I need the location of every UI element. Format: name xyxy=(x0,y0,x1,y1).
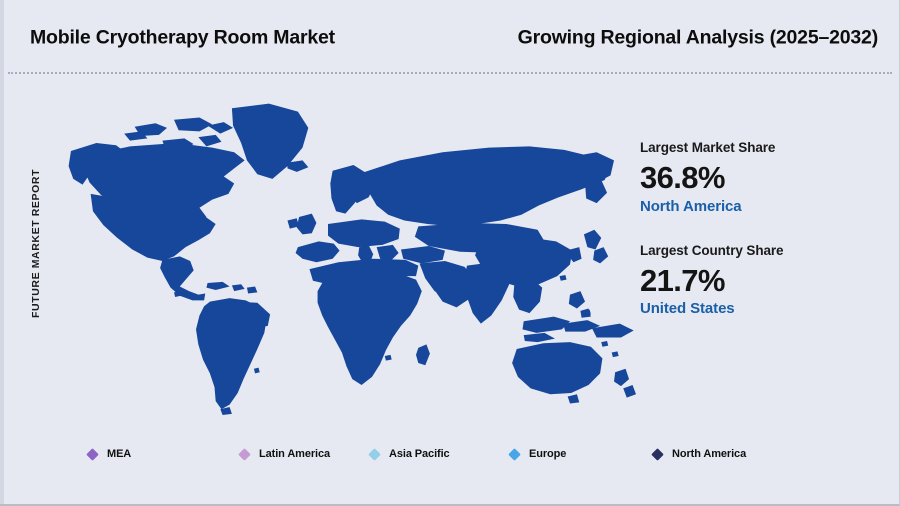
stat-label: Largest Market Share xyxy=(640,140,776,155)
legend-item-label: North America xyxy=(672,448,747,460)
stat-value: 21.7% xyxy=(640,262,726,298)
legend-item-mea[interactable]: MEA xyxy=(86,447,132,461)
legend-item-europe[interactable]: Europe xyxy=(508,447,567,461)
legend-marker-diamond-icon xyxy=(368,447,381,461)
stat-value: 36.8% xyxy=(640,160,726,195)
legend-marker-diamond-icon xyxy=(86,447,99,461)
map-landmasses xyxy=(68,103,636,416)
stat-largest-country-share: Largest Country Share 21.7% United State… xyxy=(640,243,890,318)
subtitle-regional-analysis: Growing Regional Analysis (2025–2032) xyxy=(517,26,879,49)
legend: MEA Latin America Asia Pacific Europe No… xyxy=(86,447,808,470)
legend-marker-diamond-icon xyxy=(238,447,251,461)
legend-item-label: MEA xyxy=(107,448,132,460)
page-title: Mobile Cryotherapy Room Market xyxy=(30,26,335,49)
legend-marker-diamond-icon xyxy=(508,447,521,461)
brand-vertical-label: FUTURE MARKET REPORT xyxy=(30,168,42,318)
stats-panel: Largest Market Share 36.8% North America… xyxy=(640,140,890,345)
legend-marker-diamond-icon xyxy=(651,447,664,461)
legend-item-latin-america[interactable]: Latin America xyxy=(238,447,331,461)
legend-item-label: Europe xyxy=(529,448,567,460)
header-divider xyxy=(8,72,892,74)
legend-item-north-america[interactable]: North America xyxy=(651,447,747,461)
stat-largest-market-share: Largest Market Share 36.8% North America xyxy=(640,140,890,215)
stat-label: Largest Country Share xyxy=(640,242,784,258)
world-map xyxy=(60,92,640,422)
stat-region: North America xyxy=(640,197,742,215)
legend-item-label: Asia Pacific xyxy=(389,448,450,460)
legend-item-label: Latin America xyxy=(259,448,331,460)
legend-item-asia-pacific[interactable]: Asia Pacific xyxy=(368,447,450,461)
world-map-svg xyxy=(68,103,636,416)
stat-region: United States xyxy=(640,300,735,318)
left-edge-rail xyxy=(0,0,4,504)
header: Mobile Cryotherapy Room Market Growing R… xyxy=(0,0,899,74)
